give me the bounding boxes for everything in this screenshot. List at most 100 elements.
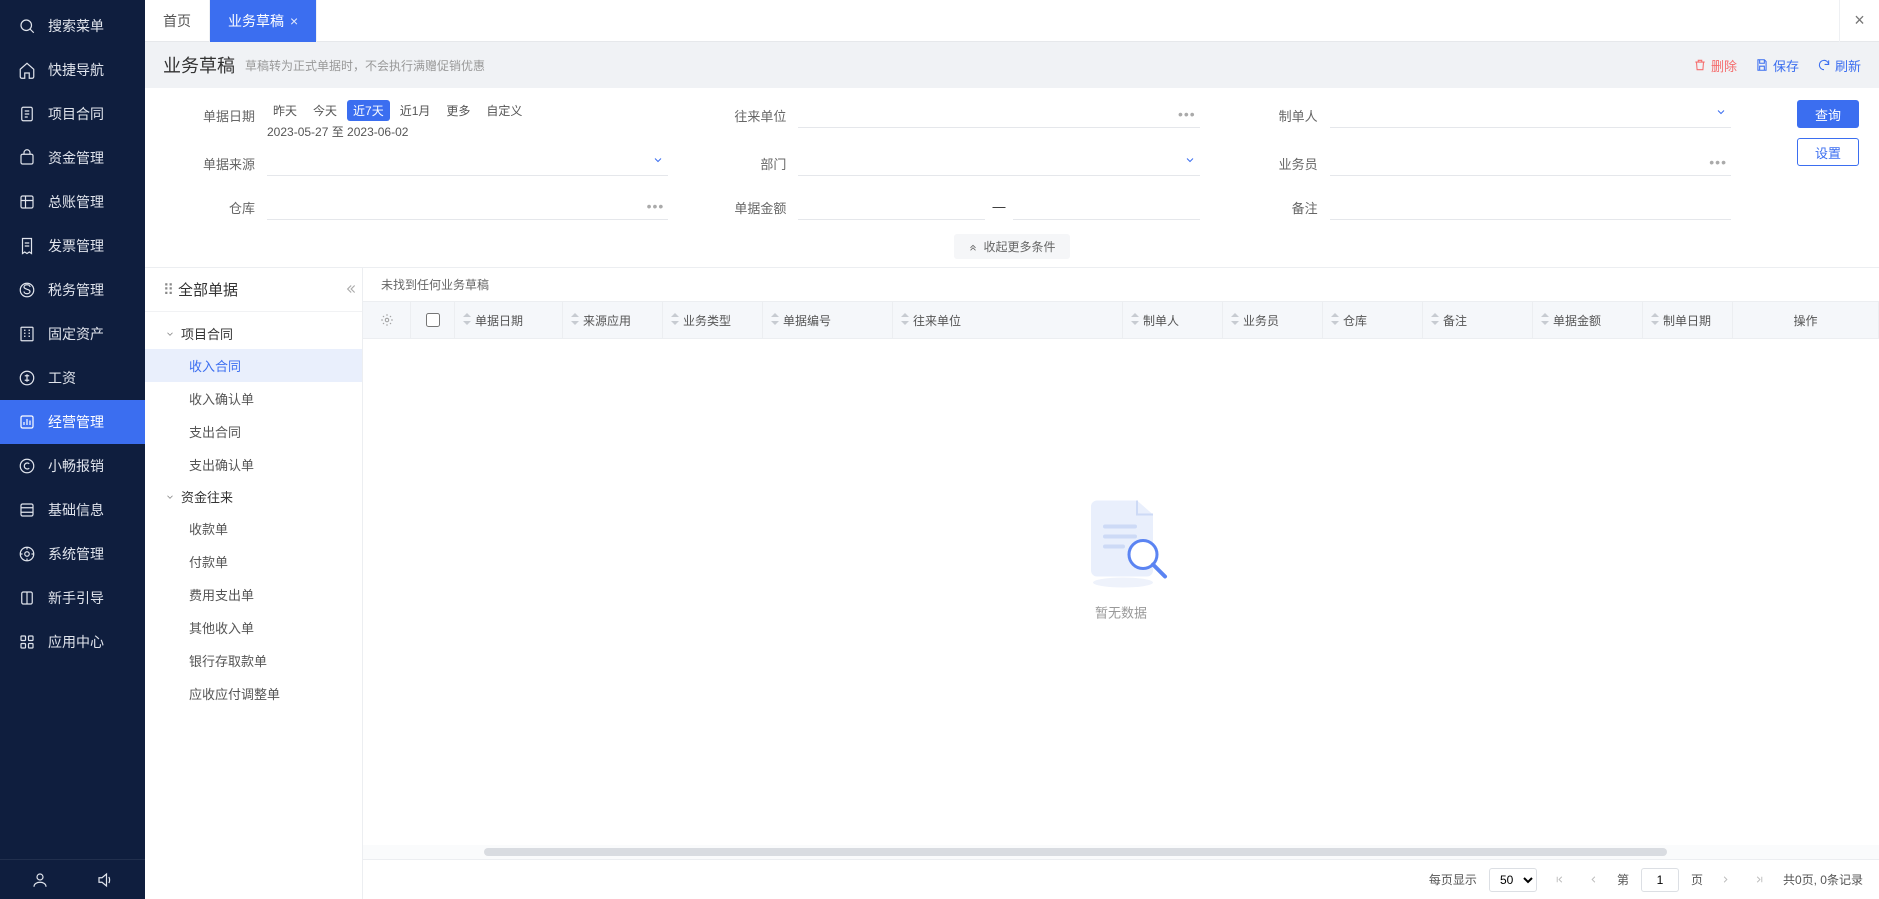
select-all-checkbox[interactable] bbox=[411, 302, 455, 338]
sidebar-item-4[interactable]: 总账管理 bbox=[0, 180, 145, 224]
tab-0[interactable]: 首页 bbox=[145, 0, 210, 42]
more-icon[interactable]: ••• bbox=[647, 198, 665, 214]
category-item[interactable]: 付款单 bbox=[145, 545, 362, 578]
receipt-icon bbox=[18, 237, 36, 255]
tab-1[interactable]: 业务草稿 × bbox=[210, 0, 317, 42]
grip-icon: ⠿ bbox=[163, 281, 170, 299]
category-item[interactable]: 应收应付调整单 bbox=[145, 677, 362, 710]
amount-to-input[interactable] bbox=[1013, 192, 1200, 220]
date-tab-0[interactable]: 昨天 bbox=[267, 100, 303, 121]
sidebar-item-11[interactable]: 基础信息 bbox=[0, 488, 145, 532]
horizontal-scrollbar[interactable] bbox=[363, 845, 1879, 859]
category-group-1[interactable]: 资金往来 bbox=[145, 481, 362, 512]
remark-input[interactable] bbox=[1330, 192, 1731, 220]
sidebar-item-14[interactable]: 应用中心 bbox=[0, 620, 145, 664]
sidebar-item-8[interactable]: 工资 bbox=[0, 356, 145, 400]
category-item[interactable]: 其他收入单 bbox=[145, 611, 362, 644]
dept-select[interactable] bbox=[798, 148, 1199, 176]
table-notice: 未找到任何业务草稿 bbox=[363, 268, 1879, 301]
sidebar-item-label: 总账管理 bbox=[48, 192, 104, 212]
warehouse-select[interactable]: ••• bbox=[267, 192, 668, 220]
th-3[interactable]: 单据编号 bbox=[763, 302, 893, 338]
collapse-filters-button[interactable]: 收起更多条件 bbox=[954, 234, 1069, 259]
close-all-tabs[interactable]: × bbox=[1839, 0, 1879, 42]
collapse-categories-button[interactable] bbox=[337, 274, 363, 304]
sidebar-item-label: 固定资产 bbox=[48, 324, 104, 344]
last-page-button[interactable] bbox=[1749, 869, 1771, 891]
source-select[interactable] bbox=[267, 148, 668, 176]
tab-label: 业务草稿 bbox=[228, 11, 284, 31]
sidebar-item-label: 税务管理 bbox=[48, 280, 104, 300]
settings-button[interactable]: 设置 bbox=[1797, 138, 1859, 166]
th-10[interactable]: 制单日期 bbox=[1643, 302, 1733, 338]
sidebar-item-12[interactable]: 系统管理 bbox=[0, 532, 145, 576]
category-item[interactable]: 收款单 bbox=[145, 512, 362, 545]
delete-action[interactable]: 删除 bbox=[1693, 56, 1737, 75]
category-header: ⠿ 全部单据 bbox=[145, 268, 362, 312]
th-8[interactable]: 备注 bbox=[1423, 302, 1533, 338]
th-5[interactable]: 制单人 bbox=[1123, 302, 1223, 338]
sidebar-item-6[interactable]: 税务管理 bbox=[0, 268, 145, 312]
category-item[interactable]: 费用支出单 bbox=[145, 578, 362, 611]
date-tab-2[interactable]: 近7天 bbox=[347, 100, 390, 121]
db-icon bbox=[18, 501, 36, 519]
coin-icon bbox=[18, 369, 36, 387]
refresh-action[interactable]: 刷新 bbox=[1817, 56, 1861, 75]
first-page-button[interactable] bbox=[1549, 869, 1571, 891]
th-2[interactable]: 业务类型 bbox=[663, 302, 763, 338]
close-icon[interactable]: × bbox=[290, 13, 298, 29]
chevron-down-icon[interactable] bbox=[1184, 154, 1196, 169]
th-7[interactable]: 仓库 bbox=[1323, 302, 1423, 338]
sidebar-item-3[interactable]: 资金管理 bbox=[0, 136, 145, 180]
category-item[interactable]: 收入合同 bbox=[145, 349, 362, 382]
category-item[interactable]: 收入确认单 bbox=[145, 382, 362, 415]
query-button[interactable]: 查询 bbox=[1797, 100, 1859, 128]
sidebar-item-9[interactable]: 经营管理 bbox=[0, 400, 145, 444]
chevron-down-icon[interactable] bbox=[652, 154, 664, 169]
th-label: 单据编号 bbox=[783, 312, 831, 329]
sidebar-item-0[interactable]: 搜索菜单 bbox=[0, 4, 145, 48]
sidebar-item-label: 工资 bbox=[48, 368, 76, 388]
category-item[interactable]: 银行存取款单 bbox=[145, 644, 362, 677]
date-tab-4[interactable]: 更多 bbox=[440, 100, 476, 121]
clerk-select[interactable]: ••• bbox=[1330, 148, 1731, 176]
th-label: 往来单位 bbox=[913, 312, 961, 329]
book-icon bbox=[18, 589, 36, 607]
sidebar-item-2[interactable]: 项目合同 bbox=[0, 92, 145, 136]
th-op: 操作 bbox=[1733, 302, 1879, 338]
date-tab-1[interactable]: 今天 bbox=[307, 100, 343, 121]
sidebar-item-5[interactable]: 发票管理 bbox=[0, 224, 145, 268]
page-input[interactable] bbox=[1641, 868, 1679, 892]
th-4[interactable]: 往来单位 bbox=[893, 302, 1123, 338]
sidebar-item-7[interactable]: 固定资产 bbox=[0, 312, 145, 356]
save-action[interactable]: 保存 bbox=[1755, 56, 1799, 75]
th-1[interactable]: 来源应用 bbox=[563, 302, 663, 338]
th-label: 制单人 bbox=[1143, 312, 1179, 329]
user-icon[interactable] bbox=[31, 871, 49, 889]
category-item[interactable]: 支出合同 bbox=[145, 415, 362, 448]
column-settings-button[interactable] bbox=[363, 302, 411, 338]
more-icon[interactable]: ••• bbox=[1178, 106, 1196, 122]
chevron-down-icon[interactable] bbox=[1715, 106, 1727, 121]
amount-from-input[interactable] bbox=[798, 192, 985, 220]
date-tab-5[interactable]: 自定义 bbox=[480, 100, 528, 121]
th-6[interactable]: 业务员 bbox=[1223, 302, 1323, 338]
category-item[interactable]: 支出确认单 bbox=[145, 448, 362, 481]
volume-icon[interactable] bbox=[96, 871, 114, 889]
partner-select[interactable]: ••• bbox=[798, 100, 1199, 128]
th-9[interactable]: 单据金额 bbox=[1533, 302, 1643, 338]
sidebar-item-1[interactable]: 快捷导航 bbox=[0, 48, 145, 92]
maker-select[interactable] bbox=[1330, 100, 1731, 128]
next-page-button[interactable] bbox=[1715, 869, 1737, 891]
prev-page-button[interactable] bbox=[1583, 869, 1605, 891]
date-tab-3[interactable]: 近1月 bbox=[394, 100, 437, 121]
category-group-0[interactable]: 项目合同 bbox=[145, 318, 362, 349]
label-maker: 制单人 bbox=[1228, 100, 1318, 125]
more-icon[interactable]: ••• bbox=[1709, 154, 1727, 170]
th-label: 仓库 bbox=[1343, 312, 1367, 329]
th-0[interactable]: 单据日期 bbox=[455, 302, 563, 338]
sidebar-item-13[interactable]: 新手引导 bbox=[0, 576, 145, 620]
page-size-select[interactable]: 50 bbox=[1489, 868, 1537, 892]
sidebar-item-10[interactable]: 小畅报销 bbox=[0, 444, 145, 488]
gearcircle-icon bbox=[18, 545, 36, 563]
